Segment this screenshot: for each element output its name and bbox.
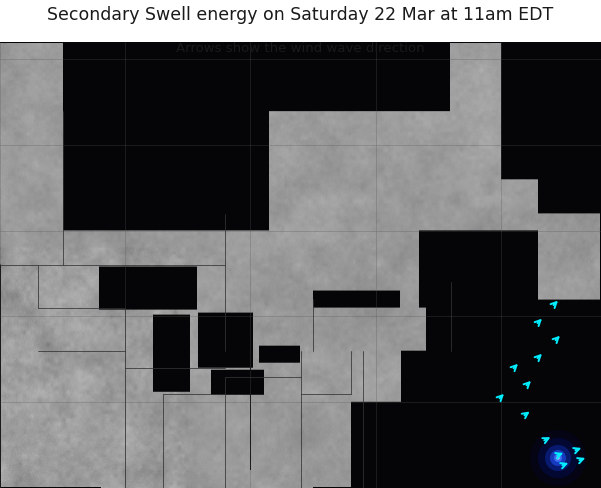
Text: Secondary Swell energy on Saturday 22 Mar at 11am EDT: Secondary Swell energy on Saturday 22 Ma… — [47, 6, 554, 24]
Circle shape — [545, 445, 571, 471]
Circle shape — [556, 456, 560, 460]
Circle shape — [554, 454, 562, 462]
Circle shape — [538, 438, 578, 478]
Circle shape — [530, 430, 586, 486]
Text: Arrows show the wind wave direction: Arrows show the wind wave direction — [176, 41, 425, 55]
Circle shape — [550, 450, 566, 466]
